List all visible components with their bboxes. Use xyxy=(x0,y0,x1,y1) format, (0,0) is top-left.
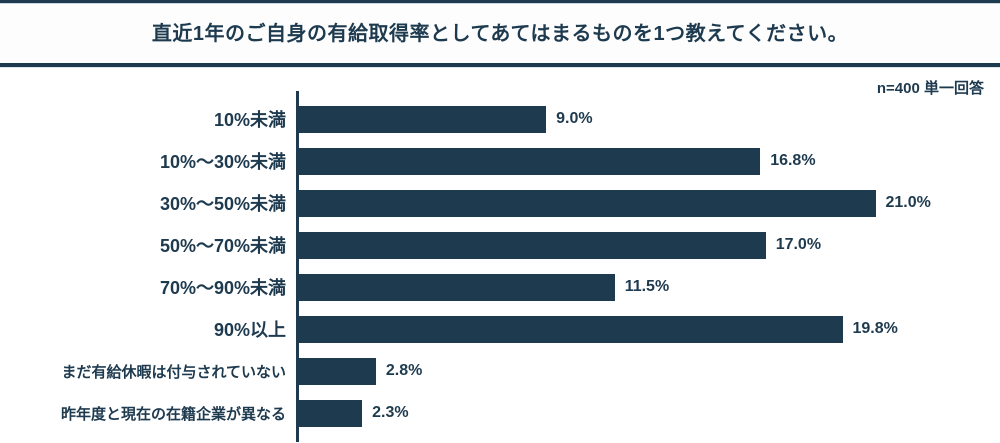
bar-row: 90%以上 19.8% xyxy=(0,308,1000,350)
bar xyxy=(299,315,843,343)
bar-row: 10%〜30%未満 16.8% xyxy=(0,140,1000,182)
value-label: 11.5% xyxy=(624,278,670,295)
title-banner: 直近1年のご自身の有給取得率としてあてはまるものを1つ教えてください。 xyxy=(0,0,1000,63)
bar-row: まだ有給休暇は付与されていない 2.8% xyxy=(0,350,1000,392)
bar-row: 10%未満 9.0% xyxy=(0,98,1000,140)
bar-track: 2.3% xyxy=(296,399,1000,427)
bar-rows: 10%未満 9.0% 10%〜30%未満 16.8% 30%〜50%未満 21.0% 50%… xyxy=(0,98,1000,434)
bar-row: 昨年度と現在の在籍企業が異なる 2.3% xyxy=(0,392,1000,434)
category-label: 90%以上 xyxy=(213,320,286,340)
bar-track: 16.8% xyxy=(296,147,1000,175)
category-label: 10%未満 xyxy=(213,110,286,130)
bar-row: 50%〜70%未満 17.0% xyxy=(0,224,1000,266)
category-label: 10%〜30%未満 xyxy=(159,152,286,172)
category-label: 70%〜90%未満 xyxy=(159,278,286,298)
category-label: まだ有給休暇は付与されていない xyxy=(61,363,286,381)
value-label: 19.8% xyxy=(852,320,898,337)
category-label: 昨年度と現在の在籍企業が異なる xyxy=(60,405,286,423)
bar-track: 2.8% xyxy=(296,357,1000,385)
value-label: 21.0% xyxy=(885,194,931,211)
title-divider-line xyxy=(0,63,1000,67)
category-label: 50%〜70%未満 xyxy=(159,236,286,256)
bar xyxy=(299,231,766,259)
bar-row: 70%〜90%未満 11.5% xyxy=(0,266,1000,308)
bar-track: 17.0% xyxy=(296,231,1000,259)
value-label: 16.8% xyxy=(770,152,816,169)
y-axis-line xyxy=(296,91,299,442)
bar-track: 11.5% xyxy=(296,273,1000,301)
bar xyxy=(299,357,376,385)
bar-row: 30%〜50%未満 21.0% xyxy=(0,182,1000,224)
bar xyxy=(299,105,547,133)
value-label: 2.3% xyxy=(372,404,409,421)
page-title: 直近1年のご自身の有給取得率としてあてはまるものを1つ教えてください。 xyxy=(151,23,849,45)
bar xyxy=(299,399,363,427)
bar-track: 9.0% xyxy=(296,105,1000,133)
value-label: 9.0% xyxy=(556,110,593,127)
sample-size-note: n=400 単一回答 xyxy=(876,80,984,97)
bar xyxy=(299,273,615,301)
value-label: 2.8% xyxy=(385,362,423,379)
value-label: 17.0% xyxy=(775,236,822,253)
bar-chart: 10%未満 9.0% 10%〜30%未満 16.8% 30%〜50%未満 21.0% 50%… xyxy=(0,91,1000,442)
bar-track: 21.0% xyxy=(296,189,1000,217)
bar xyxy=(299,189,876,217)
category-label: 30%〜50%未満 xyxy=(159,194,286,214)
bar-track: 19.8% xyxy=(296,315,1000,343)
bar xyxy=(299,147,761,175)
